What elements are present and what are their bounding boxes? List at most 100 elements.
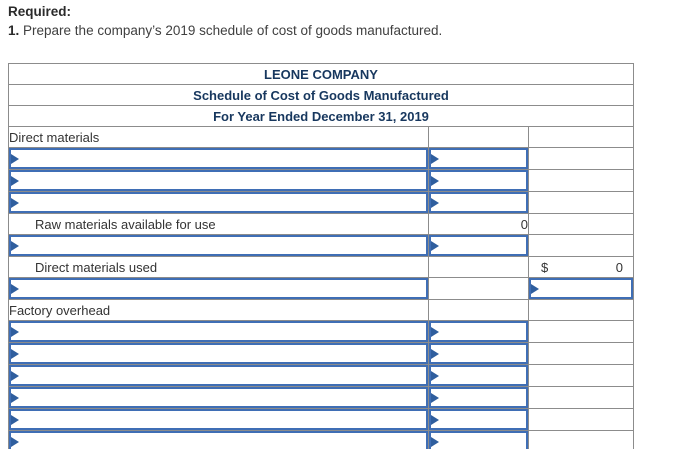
instruction-number: 1.: [8, 23, 20, 38]
table-title-schedule: Schedule of Cost of Goods Manufactured: [8, 84, 634, 106]
instructions-block: Required: 1. Prepare the company’s 2019 …: [8, 4, 442, 39]
empty-cell: [428, 299, 529, 321]
required-heading: Required:: [8, 4, 72, 19]
empty-cell: [528, 386, 634, 409]
dropdown-marker-icon: [531, 283, 539, 294]
account-title-input[interactable]: [9, 192, 428, 213]
table-row-header-period: For Year Ended December 31, 2019: [8, 105, 634, 127]
table-title-company: LEONE COMPANY: [8, 63, 634, 85]
amount-input[interactable]: [429, 365, 528, 386]
dropdown-marker-icon: [431, 348, 439, 359]
account-title-input[interactable]: [9, 278, 428, 299]
account-title-input[interactable]: [9, 170, 428, 191]
table-title-period: For Year Ended December 31, 2019: [8, 105, 634, 127]
dropdown-marker-icon: [11, 348, 19, 359]
table-row: [8, 342, 634, 365]
cell: [8, 386, 429, 409]
cell: [8, 430, 429, 449]
amount-input[interactable]: [429, 431, 528, 449]
dropdown-marker-icon: [11, 197, 19, 208]
table-row: [8, 430, 634, 449]
dropdown-marker-icon: [11, 240, 19, 251]
table-row: [8, 169, 634, 192]
dropdown-marker-icon: [11, 370, 19, 381]
row-label-direct-materials-used: Direct materials used: [8, 256, 429, 278]
direct-materials-used-total-cell: $ 0: [528, 256, 634, 278]
dropdown-marker-icon: [11, 414, 19, 425]
cell: [8, 408, 429, 431]
account-title-input[interactable]: [9, 387, 428, 408]
amount-input[interactable]: [429, 192, 528, 213]
empty-cell: [528, 191, 634, 214]
amount-input[interactable]: [429, 387, 528, 408]
account-title-input[interactable]: [9, 321, 428, 342]
table-row: [8, 386, 634, 409]
cell: [428, 320, 529, 343]
account-title-input[interactable]: [9, 431, 428, 449]
row-label-direct-materials: Direct materials: [8, 126, 429, 148]
empty-cell: [428, 277, 529, 300]
dropdown-marker-icon: [11, 436, 19, 447]
account-title-input[interactable]: [9, 365, 428, 386]
table-row: Direct materials: [8, 126, 634, 148]
amount-input[interactable]: [529, 278, 633, 299]
cell: [8, 169, 429, 192]
account-title-input[interactable]: [9, 343, 428, 364]
table-row: Raw materials available for use 0: [8, 213, 634, 235]
empty-cell: [428, 256, 529, 278]
table-row: [8, 408, 634, 431]
worksheet: LEONE COMPANY Schedule of Cost of Goods …: [8, 63, 634, 449]
dropdown-marker-icon: [431, 414, 439, 425]
cell: [8, 191, 429, 214]
empty-cell: [528, 213, 634, 235]
instruction-text: 1. Prepare the company’s 2019 schedule o…: [8, 22, 442, 39]
instruction-body: Prepare the company’s 2019 schedule of c…: [23, 23, 443, 38]
table-row: [8, 364, 634, 387]
account-title-input[interactable]: [9, 409, 428, 430]
table-row-header-company: LEONE COMPANY: [8, 63, 634, 85]
amount-input[interactable]: [429, 321, 528, 342]
cell: [428, 234, 529, 257]
dropdown-marker-icon: [11, 392, 19, 403]
table-row: [8, 320, 634, 343]
dropdown-marker-icon: [431, 326, 439, 337]
table-row-header-schedule: Schedule of Cost of Goods Manufactured: [8, 84, 634, 106]
account-title-input[interactable]: [9, 148, 428, 169]
amount-input[interactable]: [429, 343, 528, 364]
amount-input[interactable]: [429, 148, 528, 169]
cell: [428, 430, 529, 449]
dropdown-marker-icon: [431, 153, 439, 164]
account-title-input[interactable]: [9, 235, 428, 256]
dropdown-marker-icon: [431, 197, 439, 208]
cell: [8, 147, 429, 170]
empty-cell: [428, 126, 529, 148]
dropdown-marker-icon: [11, 283, 19, 294]
empty-cell: [528, 408, 634, 431]
table-row: [8, 147, 634, 170]
empty-cell: [528, 147, 634, 170]
raw-materials-available-amount: 0: [428, 213, 529, 235]
cell: [428, 342, 529, 365]
table-row: Direct materials used $ 0: [8, 256, 634, 278]
amount-input[interactable]: [429, 409, 528, 430]
cell: [8, 364, 429, 387]
amount-input[interactable]: [429, 235, 528, 256]
dropdown-marker-icon: [431, 392, 439, 403]
cogm-schedule-table: LEONE COMPANY Schedule of Cost of Goods …: [8, 63, 634, 449]
empty-cell: [528, 342, 634, 365]
table-row: Factory overhead: [8, 299, 634, 321]
cell: [8, 234, 429, 257]
cell: [528, 277, 634, 300]
row-label-raw-materials-available: Raw materials available for use: [8, 213, 429, 235]
empty-cell: [528, 364, 634, 387]
table-row: [8, 234, 634, 257]
cell: [428, 169, 529, 192]
table-row: [8, 191, 634, 214]
empty-cell: [528, 299, 634, 321]
table-row: [8, 277, 634, 300]
cell: [428, 191, 529, 214]
amount-input[interactable]: [429, 170, 528, 191]
cell: [428, 408, 529, 431]
empty-cell: [528, 320, 634, 343]
